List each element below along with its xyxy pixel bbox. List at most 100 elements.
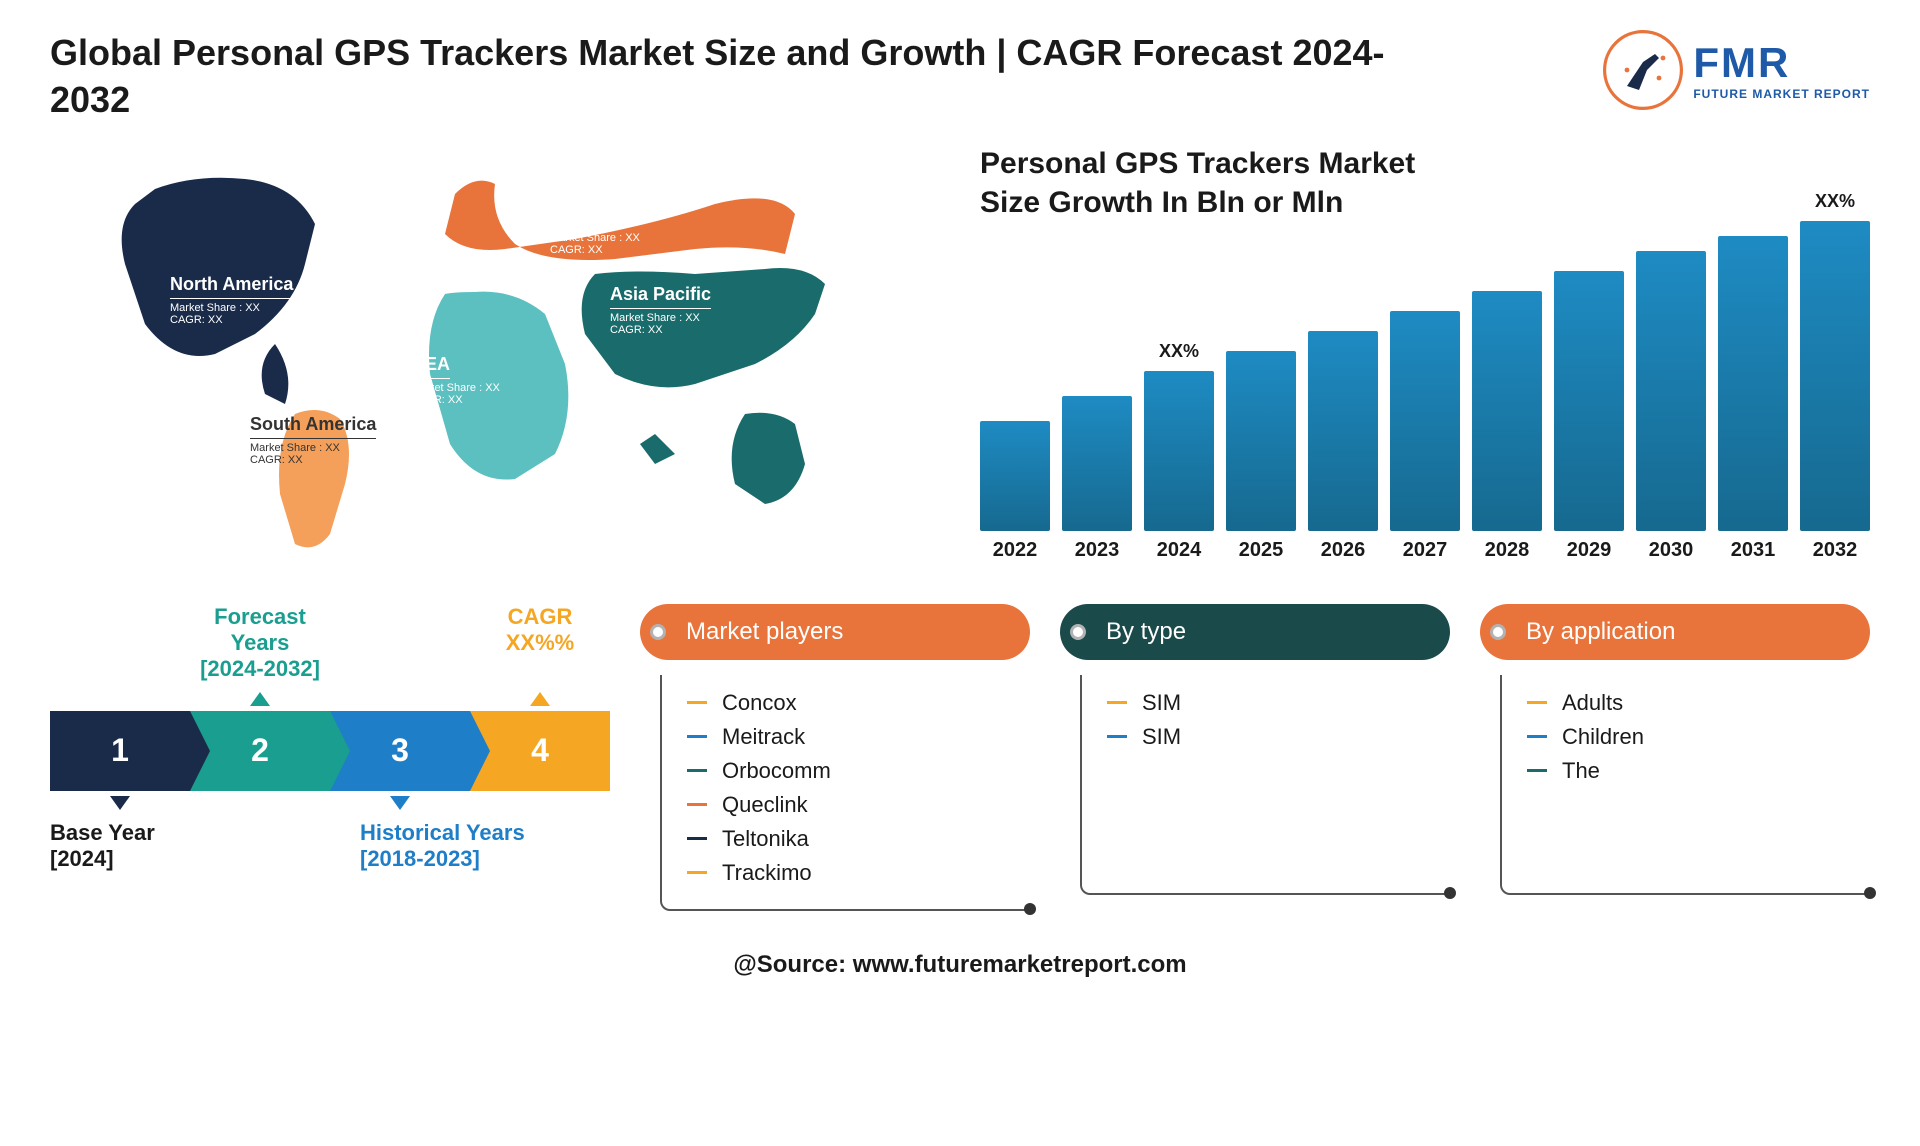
- list-item-label: Trackimo: [722, 860, 812, 886]
- bar-rect: [1472, 291, 1542, 531]
- bar-2024: XX% 2024: [1144, 371, 1214, 562]
- cagr-label: CAGR: [470, 604, 610, 630]
- pill-header: Market players: [640, 604, 1030, 660]
- bar-year-label: 2024: [1157, 539, 1202, 562]
- tick-icon: [1527, 701, 1547, 704]
- tick-icon: [1527, 735, 1547, 738]
- list-item: Queclink: [687, 792, 1030, 818]
- bar-2031: 2031: [1718, 236, 1788, 562]
- list-item-label: SIM: [1142, 724, 1181, 750]
- region-label-south-america: South AmericaMarket Share : XXCAGR: XX: [250, 414, 376, 466]
- tick-icon: [687, 769, 707, 772]
- bar-2026: 2026: [1308, 331, 1378, 562]
- bar-rect: [1308, 331, 1378, 531]
- header: Global Personal GPS Trackers Market Size…: [50, 30, 1870, 124]
- bar-year-label: 2028: [1485, 539, 1530, 562]
- base-label: Base Year: [50, 820, 330, 846]
- bar-2027: 2027: [1390, 311, 1460, 562]
- source-text: @Source: www.futuremarketreport.com: [50, 951, 1870, 979]
- hist-years: [2018-2023]: [360, 846, 610, 872]
- bar-chart: 20222023XX%20242025202620272028202920302…: [980, 242, 1870, 562]
- tick-icon: [1107, 701, 1127, 704]
- bar-year-label: 2030: [1649, 539, 1694, 562]
- bar-year-label: 2027: [1403, 539, 1448, 562]
- region-label-europe: EuropeMarket Share : XXCAGR: XX: [550, 204, 640, 256]
- info-column: Market players Concox Meitrack Orbocomm Quec…: [640, 604, 1030, 911]
- bar-rect: XX%: [1800, 221, 1870, 531]
- list-item-label: Teltonika: [722, 826, 809, 852]
- base-year: [2024]: [50, 846, 330, 872]
- timeline-segment-2: 2: [190, 711, 330, 791]
- bar-2029: 2029: [1554, 271, 1624, 562]
- tick-icon: [687, 871, 707, 874]
- pill-dot-icon: [1070, 624, 1086, 640]
- bar-year-label: 2031: [1731, 539, 1776, 562]
- tick-icon: [687, 735, 707, 738]
- timeline-segment-1: 1: [50, 711, 190, 791]
- timeline: Forecast Years [2024-2032] CAGR XX%% 123…: [50, 604, 610, 911]
- list-item-label: Concox: [722, 690, 797, 716]
- list-item: Children: [1527, 724, 1870, 750]
- bar-year-label: 2026: [1321, 539, 1366, 562]
- pill-label: Market players: [686, 618, 843, 646]
- bar-2030: 2030: [1636, 251, 1706, 562]
- list-item: Concox: [687, 690, 1030, 716]
- tick-icon: [687, 701, 707, 704]
- bar-year-label: 2025: [1239, 539, 1284, 562]
- bar-chart-area: Personal GPS Trackers Market Size Growth…: [980, 144, 1870, 564]
- bar-2032: XX%2032: [1800, 221, 1870, 562]
- timeline-segment-3: 3: [330, 711, 470, 791]
- world-map: North AmericaMarket Share : XXCAGR: XX So…: [50, 144, 940, 564]
- page-title: Global Personal GPS Trackers Market Size…: [50, 30, 1450, 124]
- pill-dot-icon: [650, 624, 666, 640]
- hist-label: Historical Years: [360, 820, 610, 846]
- forecast-label: Forecast Years: [190, 604, 330, 656]
- bar-year-label: 2029: [1567, 539, 1612, 562]
- bar-2022: 2022: [980, 421, 1050, 562]
- list-item: The: [1527, 758, 1870, 784]
- list-item-label: SIM: [1142, 690, 1181, 716]
- telescope-icon: [1603, 30, 1683, 110]
- pill-label: By type: [1106, 618, 1186, 646]
- region-label-mea: MEAMarket Share : XXCAGR: XX: [410, 354, 500, 406]
- pill-label: By application: [1526, 618, 1675, 646]
- forecast-years: [2024-2032]: [190, 656, 330, 682]
- pill-dot-icon: [1490, 624, 1506, 640]
- list-item: SIM: [1107, 690, 1450, 716]
- tick-icon: [687, 803, 707, 806]
- list-item: Teltonika: [687, 826, 1030, 852]
- bar-annotation: XX%: [1159, 341, 1199, 362]
- chart-title: Personal GPS Trackers Market Size Growth…: [980, 144, 1480, 222]
- cagr-value: XX%%: [470, 630, 610, 656]
- list-item-label: Children: [1562, 724, 1644, 750]
- bar-rect: [980, 421, 1050, 531]
- list-item-label: Queclink: [722, 792, 808, 818]
- list-item-label: The: [1562, 758, 1600, 784]
- region-label-north-america: North AmericaMarket Share : XXCAGR: XX: [170, 274, 293, 326]
- info-column: By application Adults Children The: [1480, 604, 1870, 911]
- info-list: SIM SIM: [1080, 675, 1450, 895]
- list-item: Orbocomm: [687, 758, 1030, 784]
- bar-year-label: 2022: [993, 539, 1038, 562]
- bar-2025: 2025: [1226, 351, 1296, 562]
- bar-rect: [1062, 396, 1132, 531]
- list-item: Adults: [1527, 690, 1870, 716]
- bar-rect: [1226, 351, 1296, 531]
- region-label-asia-pacific: Asia PacificMarket Share : XXCAGR: XX: [610, 284, 711, 336]
- list-item-label: Orbocomm: [722, 758, 831, 784]
- info-column: By type SIM SIM: [1060, 604, 1450, 911]
- list-item: SIM: [1107, 724, 1450, 750]
- info-list: Concox Meitrack Orbocomm Queclink Teltonika T…: [660, 675, 1030, 911]
- tick-icon: [1107, 735, 1127, 738]
- list-item-label: Adults: [1562, 690, 1623, 716]
- list-item-label: Meitrack: [722, 724, 805, 750]
- bar-rect: XX%: [1144, 371, 1214, 531]
- bar-annotation: XX%: [1815, 191, 1855, 212]
- tick-icon: [1527, 769, 1547, 772]
- bar-rect: [1636, 251, 1706, 531]
- pill-header: By application: [1480, 604, 1870, 660]
- tick-icon: [687, 837, 707, 840]
- bar-2028: 2028: [1472, 291, 1542, 562]
- info-list: Adults Children The: [1500, 675, 1870, 895]
- list-item: Meitrack: [687, 724, 1030, 750]
